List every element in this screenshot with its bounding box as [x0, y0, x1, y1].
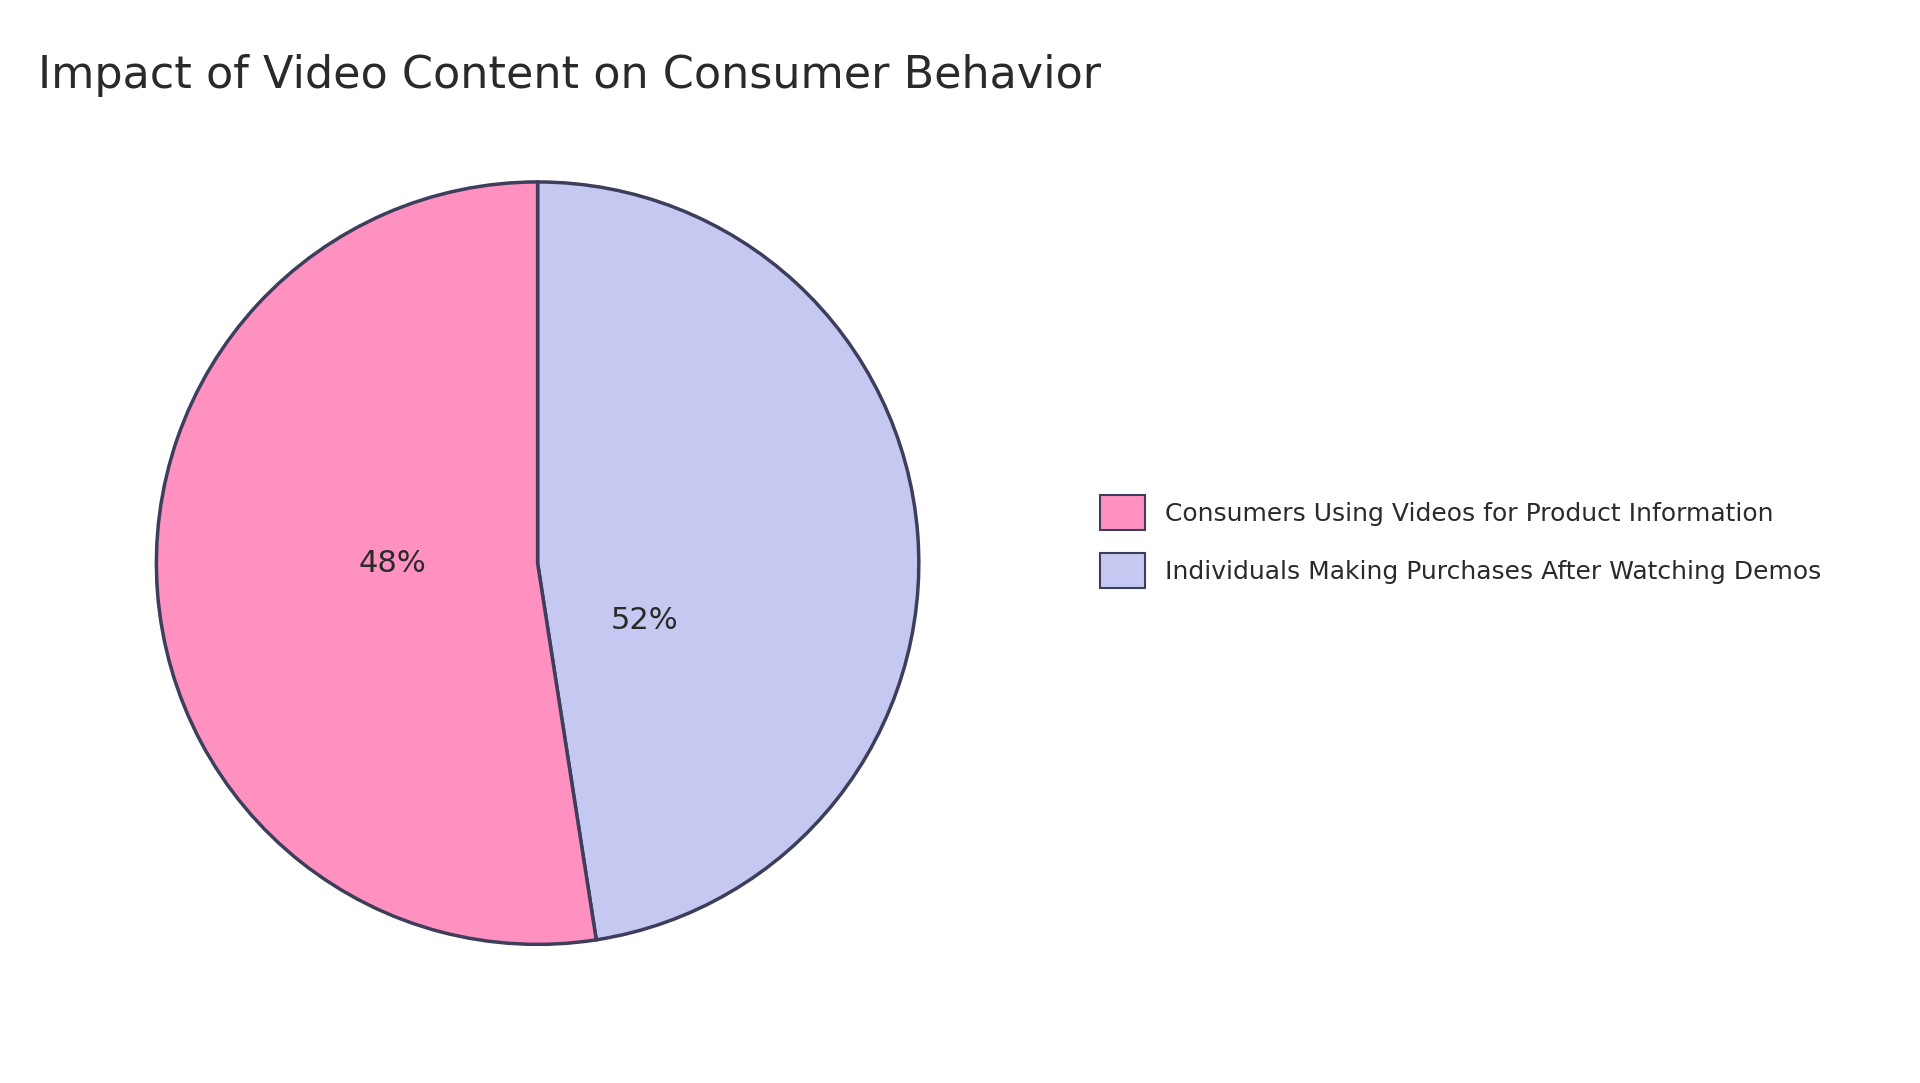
Wedge shape [156, 182, 597, 944]
Legend: Consumers Using Videos for Product Information, Individuals Making Purchases Aft: Consumers Using Videos for Product Infor… [1089, 482, 1834, 601]
Text: Impact of Video Content on Consumer Behavior: Impact of Video Content on Consumer Beha… [38, 54, 1102, 97]
Text: 52%: 52% [611, 605, 678, 635]
Text: 48%: 48% [359, 549, 426, 577]
Wedge shape [538, 182, 920, 940]
